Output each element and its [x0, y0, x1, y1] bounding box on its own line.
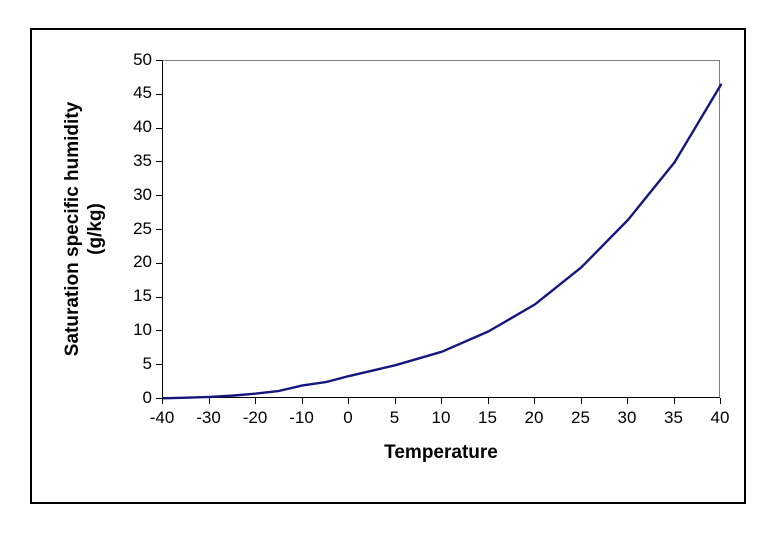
- x-tick-mark: [348, 398, 349, 404]
- chart-outer-frame: Saturation specific humidity (g/kg) Temp…: [30, 28, 746, 504]
- x-tick-mark: [627, 398, 628, 404]
- y-tick-label: 40: [116, 117, 152, 137]
- x-tick-label: -10: [281, 408, 323, 428]
- x-tick-mark: [302, 398, 303, 404]
- x-tick-label: -20: [234, 408, 276, 428]
- y-tick-label: 25: [116, 219, 152, 239]
- y-tick-label: 10: [116, 320, 152, 340]
- y-tick-mark: [156, 128, 162, 129]
- x-tick-mark: [162, 398, 163, 404]
- x-tick-label: 5: [374, 408, 416, 428]
- y-tick-mark: [156, 330, 162, 331]
- x-tick-mark: [674, 398, 675, 404]
- y-tick-label: 5: [116, 354, 152, 374]
- y-tick-label: 45: [116, 83, 152, 103]
- x-tick-mark: [488, 398, 489, 404]
- y-tick-label: 35: [116, 151, 152, 171]
- y-tick-label: 20: [116, 252, 152, 272]
- x-tick-label: 10: [420, 408, 462, 428]
- x-axis-title: Temperature: [331, 442, 551, 464]
- x-tick-label: 40: [699, 408, 741, 428]
- y-tick-mark: [156, 60, 162, 61]
- y-tick-label: 0: [116, 388, 152, 408]
- x-tick-mark: [209, 398, 210, 404]
- y-tick-mark: [156, 297, 162, 298]
- y-tick-label: 15: [116, 286, 152, 306]
- series-line: [163, 61, 721, 399]
- x-tick-label: 25: [560, 408, 602, 428]
- y-tick-label: 30: [116, 185, 152, 205]
- y-axis-title: Saturation specific humidity (g/kg): [62, 69, 110, 389]
- x-tick-mark: [534, 398, 535, 404]
- y-tick-mark: [156, 364, 162, 365]
- y-tick-mark: [156, 161, 162, 162]
- y-tick-mark: [156, 195, 162, 196]
- x-tick-label: -40: [141, 408, 183, 428]
- y-tick-mark: [156, 94, 162, 95]
- y-tick-label: 50: [116, 50, 152, 70]
- x-tick-label: 30: [606, 408, 648, 428]
- x-tick-label: 35: [653, 408, 695, 428]
- x-tick-label: 0: [327, 408, 369, 428]
- plot-area: [162, 60, 720, 398]
- x-tick-label: 20: [513, 408, 555, 428]
- x-tick-mark: [581, 398, 582, 404]
- x-tick-mark: [395, 398, 396, 404]
- humidity-curve: [163, 85, 721, 399]
- x-tick-label: -30: [188, 408, 230, 428]
- x-tick-mark: [720, 398, 721, 404]
- x-tick-mark: [255, 398, 256, 404]
- x-tick-label: 15: [467, 408, 509, 428]
- y-tick-mark: [156, 229, 162, 230]
- x-tick-mark: [441, 398, 442, 404]
- y-tick-mark: [156, 263, 162, 264]
